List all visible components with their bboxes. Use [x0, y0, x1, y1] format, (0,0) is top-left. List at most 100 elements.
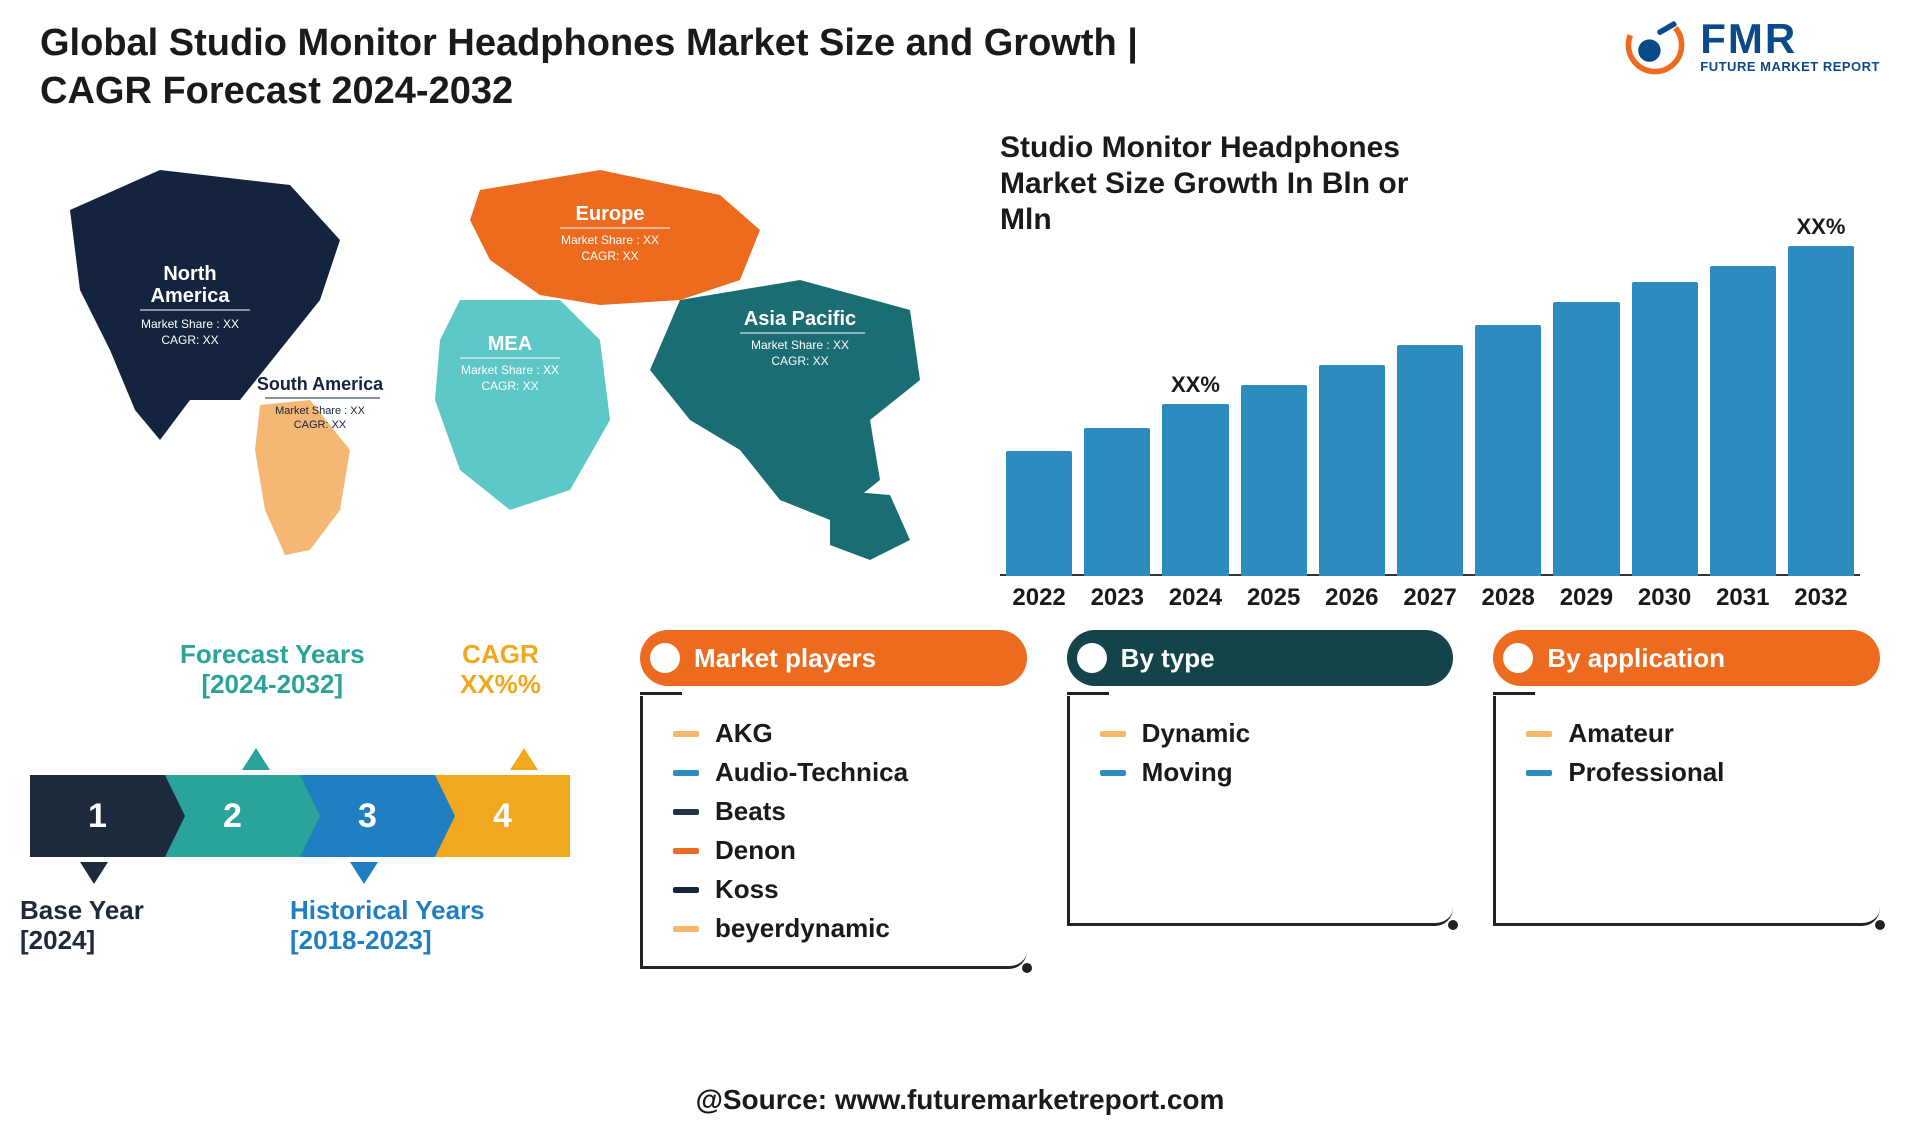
- panel-item: Moving: [1100, 753, 1444, 792]
- panel-item: beyerdynamic: [673, 909, 1017, 948]
- svg-text:CAGR: XX: CAGR: XX: [581, 249, 638, 263]
- panel-item-label: AKG: [715, 718, 773, 749]
- tick-icon: [673, 731, 699, 737]
- panel-frame: Dynamic Moving: [1067, 696, 1454, 926]
- category-panels: Market playersAKGAudio-TechnicaBeatsDeno…: [640, 630, 1880, 969]
- bar: XX%: [1162, 246, 1228, 576]
- arrow-up-icon: [242, 748, 270, 770]
- svg-text:Market Share : XX: Market Share : XX: [461, 363, 559, 377]
- arrow-up-icon: [510, 748, 538, 770]
- timeline-strip: 1 2 3 4: [30, 775, 570, 857]
- svg-text:North: North: [163, 263, 216, 285]
- bar: [1475, 246, 1541, 576]
- region-south-america: South America Market Share : XX CAGR: XX: [255, 374, 384, 555]
- timeline-step-number: 4: [493, 797, 512, 836]
- page-title: Global Studio Monitor Headphones Market …: [40, 20, 1140, 115]
- tick-icon: [673, 887, 699, 893]
- bar-x-label: 2029: [1553, 584, 1619, 612]
- svg-text:South America: South America: [257, 374, 384, 394]
- svg-text:Market Share : XX: Market Share : XX: [141, 317, 239, 331]
- tick-icon: [673, 848, 699, 854]
- panel-frame: AKG Audio-Technica Beats Denon Koss beyerdyna…: [640, 696, 1027, 969]
- bar-x-label: 2031: [1710, 584, 1776, 612]
- bar-rect: [1084, 428, 1150, 577]
- panel-item-label: Professional: [1568, 757, 1724, 788]
- panel-item-label: beyerdynamic: [715, 913, 890, 944]
- tick-icon: [673, 770, 699, 776]
- bar-x-label: 2027: [1397, 584, 1463, 612]
- bar: XX%: [1788, 246, 1854, 576]
- bar-x-label: 2032: [1788, 584, 1854, 612]
- bar-x-label: 2026: [1319, 584, 1385, 612]
- bar-rect: [1710, 266, 1776, 576]
- category-panel: Market playersAKGAudio-TechnicaBeatsDeno…: [640, 630, 1027, 969]
- logo-text-sub: FUTURE MARKET REPORT: [1700, 60, 1880, 73]
- bar-x-label: 2030: [1632, 584, 1698, 612]
- timeline-step: 4: [435, 775, 570, 857]
- panel-item-label: Koss: [715, 874, 779, 905]
- panel-item: Beats: [673, 792, 1017, 831]
- panel-item-label: Moving: [1142, 757, 1233, 788]
- bar-x-label: 2023: [1084, 584, 1150, 612]
- bar: [1553, 246, 1619, 576]
- logo-text-main: FMR: [1700, 18, 1880, 60]
- region-asia-pacific: Asia Pacific Market Share : XX CAGR: XX: [650, 280, 920, 560]
- panel-header: By application: [1493, 630, 1880, 686]
- bar-rect: [1319, 365, 1385, 576]
- panel-item: Audio-Technica: [673, 753, 1017, 792]
- svg-text:CAGR: XX: CAGR: XX: [161, 333, 218, 347]
- svg-text:Market Share : XX: Market Share : XX: [561, 233, 659, 247]
- timeline-label-historical: Historical Years [2018-2023]: [290, 896, 485, 956]
- timeline-label-base: Base Year [2024]: [20, 896, 144, 956]
- panel-item: Professional: [1526, 753, 1870, 792]
- bar-annotation: XX%: [1171, 372, 1220, 398]
- arrow-down-icon: [80, 862, 108, 884]
- tick-icon: [1100, 770, 1126, 776]
- category-panel: By application Amateur Professional: [1493, 630, 1880, 969]
- bar-chart-x-axis: 2022202320242025202620272028202920302031…: [1000, 584, 1860, 612]
- bar-x-label: 2022: [1006, 584, 1072, 612]
- bar-annotation: XX%: [1797, 214, 1846, 240]
- bar: [1241, 246, 1307, 576]
- timeline-step-number: 3: [358, 797, 377, 836]
- bar-chart: Studio Monitor Headphones Market Size Gr…: [1000, 130, 1860, 570]
- bar: [1632, 246, 1698, 576]
- svg-text:Europe: Europe: [576, 203, 645, 225]
- svg-text:Asia Pacific: Asia Pacific: [744, 308, 856, 330]
- timeline-step: 1: [30, 775, 165, 857]
- timeline-step: 2: [165, 775, 300, 857]
- bullet-icon: [1503, 643, 1533, 673]
- panel-item-label: Dynamic: [1142, 718, 1250, 749]
- panel-item-label: Beats: [715, 796, 786, 827]
- tick-icon: [673, 809, 699, 815]
- timeline-step: 3: [300, 775, 435, 857]
- tick-icon: [1526, 731, 1552, 737]
- bar-rect: [1006, 451, 1072, 576]
- panel-header-label: By type: [1121, 643, 1215, 674]
- panel-item: Denon: [673, 831, 1017, 870]
- bar: [1084, 246, 1150, 576]
- bar: [1397, 246, 1463, 576]
- bullet-icon: [650, 643, 680, 673]
- panel-header-label: By application: [1547, 643, 1725, 674]
- panel-frame: Amateur Professional: [1493, 696, 1880, 926]
- source-text: @Source: www.futuremarketreport.com: [0, 1084, 1920, 1116]
- region-mea: MEA Market Share : XX CAGR: XX: [435, 300, 610, 510]
- bar-x-label: 2025: [1241, 584, 1307, 612]
- tick-icon: [1526, 770, 1552, 776]
- fmr-logo-icon: [1620, 10, 1690, 80]
- panel-header: By type: [1067, 630, 1454, 686]
- timeline-label-forecast: Forecast Years [2024-2032]: [180, 640, 365, 700]
- svg-text:Market Share : XX: Market Share : XX: [751, 338, 849, 352]
- region-europe: Europe Market Share : XX CAGR: XX: [470, 170, 760, 305]
- bar: [1710, 246, 1776, 576]
- panel-item: Amateur: [1526, 714, 1870, 753]
- bar-rect: [1475, 325, 1541, 576]
- bar-rect: [1553, 302, 1619, 576]
- timeline-label-cagr: CAGR XX%%: [460, 640, 541, 700]
- timeline-step-number: 1: [88, 797, 107, 836]
- tick-icon: [1100, 731, 1126, 737]
- svg-text:CAGR: XX: CAGR: XX: [771, 354, 828, 368]
- bar-chart-title: Studio Monitor Headphones Market Size Gr…: [1000, 130, 1440, 238]
- svg-text:CAGR: XX: CAGR: XX: [294, 419, 347, 431]
